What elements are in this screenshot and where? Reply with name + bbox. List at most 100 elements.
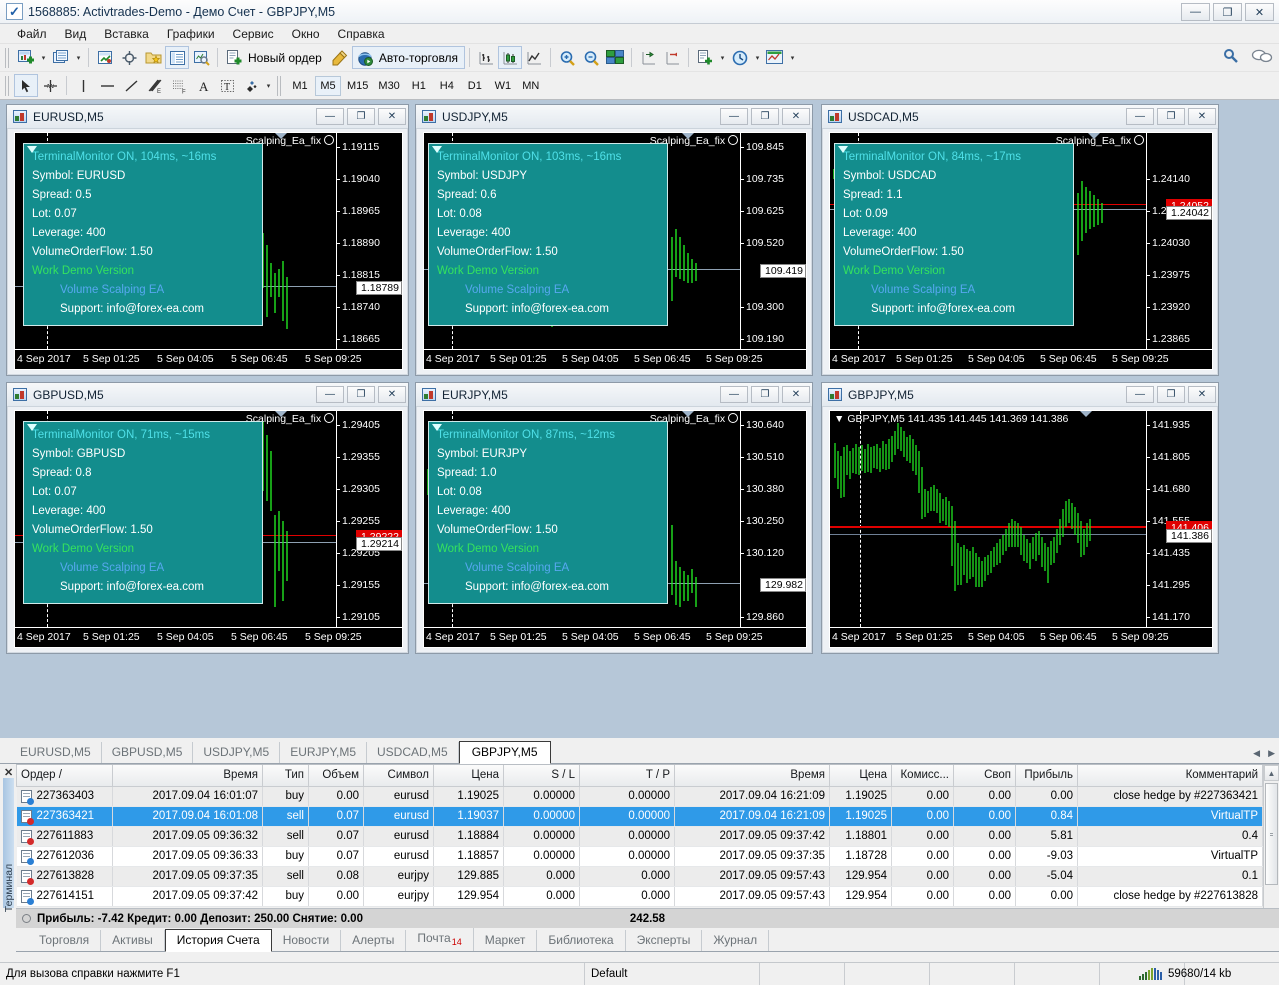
chart-restore-button[interactable]: ❐: [751, 108, 779, 125]
toolbar-grip[interactable]: [5, 75, 11, 96]
col-type[interactable]: Тип: [262, 765, 309, 787]
text-icon[interactable]: A: [191, 74, 215, 97]
auto-scroll-icon[interactable]: [660, 46, 684, 69]
chart-plot-area[interactable]: _Scalping_Ea_fix TerminalMonitor ON, 71m…: [15, 411, 336, 627]
timeframe-mn[interactable]: MN: [522, 79, 540, 92]
chart-window-gbpjpy[interactable]: GBPJPY,M5 — ❐ ✕ ▼ GBPJPY,M5 141.435 141.…: [821, 382, 1219, 654]
scroll-thumb[interactable]: [1265, 783, 1278, 885]
table-row[interactable]: 227363403 2017.09.04 16:01:07 buy 0.00 eurus…: [16, 786, 1263, 807]
chart-minimize-button[interactable]: —: [316, 386, 344, 403]
chart-close-button[interactable]: ✕: [782, 108, 810, 125]
search-icon[interactable]: [1222, 48, 1239, 67]
col-volume[interactable]: Объем: [308, 765, 364, 787]
tab-trade[interactable]: Торговля: [28, 930, 102, 951]
menu-view[interactable]: Вид: [64, 26, 87, 41]
chart-plot-area[interactable]: _Scalping_Ea_fix TerminalMonitor ON, 87m…: [424, 411, 740, 627]
profiles-icon[interactable]: [49, 46, 73, 69]
tab-account-history[interactable]: История Счета: [164, 929, 272, 952]
menu-file[interactable]: Файл: [17, 26, 47, 41]
tab-experts[interactable]: Эксперты: [626, 930, 703, 951]
templates-icon[interactable]: [763, 46, 787, 69]
col-price-open[interactable]: Цена: [433, 765, 504, 787]
tab-alerts[interactable]: Алерты: [341, 930, 407, 951]
table-row[interactable]: 227611883 2017.09.05 09:36:32 sell 0.07 euru…: [16, 826, 1263, 847]
chart-close-button[interactable]: ✕: [1188, 386, 1216, 403]
chart-canvas[interactable]: _Scalping_Ea_fix TerminalMonitor ON, 87m…: [423, 410, 807, 648]
chart-close-button[interactable]: ✕: [1188, 108, 1216, 125]
chart-restore-button[interactable]: ❐: [347, 386, 375, 403]
chart-tab-eurusd[interactable]: EURUSD,M5: [10, 742, 102, 763]
metaeditor-icon[interactable]: [328, 46, 352, 69]
arrows-icon[interactable]: [239, 74, 263, 97]
tab-journal[interactable]: Журнал: [702, 930, 770, 951]
chat-icon[interactable]: [1251, 48, 1273, 67]
chart-close-button[interactable]: ✕: [378, 108, 406, 125]
chart-canvas[interactable]: ▼ GBPJPY,M5 141.435 141.445 141.369 141.…: [829, 410, 1213, 648]
col-commission[interactable]: Комисс...: [891, 765, 954, 787]
indicators-icon[interactable]: [693, 46, 717, 69]
chart-window-usdcad[interactable]: USDCAD,M5 — ❐ ✕ _S: [821, 104, 1219, 376]
col-time-close[interactable]: Время: [674, 765, 830, 787]
timeframe-m1[interactable]: M1: [292, 79, 308, 92]
timeframe-m5[interactable]: M5: [315, 75, 341, 96]
tab-exposure[interactable]: Активы: [101, 930, 165, 951]
fibonacci-icon[interactable]: F: [167, 74, 191, 97]
indicators-dropdown-icon[interactable]: ▾: [720, 54, 725, 62]
col-sl[interactable]: S / L: [503, 765, 580, 787]
price-axis[interactable]: 130.640 130.510 130.380 130.250 130.120 …: [740, 411, 806, 627]
tab-mailbox[interactable]: Почта14: [406, 928, 474, 951]
chart-minimize-button[interactable]: —: [1126, 386, 1154, 403]
chart-restore-button[interactable]: ❐: [1157, 386, 1185, 403]
terminal-close-icon[interactable]: ✕: [4, 767, 14, 779]
table-row[interactable]: 227612036 2017.09.05 09:36:33 buy 0.07 eurus…: [16, 846, 1263, 867]
col-symbol[interactable]: Символ: [363, 765, 434, 787]
chart-plot-area[interactable]: ▼ GBPJPY,M5 141.435 141.445 141.369 141.…: [830, 411, 1146, 627]
col-swap[interactable]: Своп: [953, 765, 1016, 787]
chart-plot-area[interactable]: _Scalping_Ea_fix TerminalMonitor ON, 84m…: [830, 133, 1146, 349]
toolbar-grip[interactable]: [277, 75, 283, 96]
table-row[interactable]: 227363421 2017.09.04 16:01:08 sell 0.07 euru…: [16, 806, 1263, 827]
timeframe-m15[interactable]: M15: [347, 79, 369, 92]
chart-restore-button[interactable]: ❐: [751, 386, 779, 403]
tab-market[interactable]: Маркет: [474, 930, 538, 951]
chart-minimize-button[interactable]: —: [316, 108, 344, 125]
period-clock-icon[interactable]: [728, 46, 752, 69]
new-order-button[interactable]: Новый ордер: [222, 46, 328, 69]
horizontal-line-icon[interactable]: [95, 74, 119, 97]
text-label-icon[interactable]: T: [215, 74, 239, 97]
vertical-line-icon[interactable]: [71, 74, 95, 97]
terminal-panel-icon[interactable]: [165, 46, 189, 69]
chart-tab-gbpusd[interactable]: GBPUSD,M5: [102, 742, 194, 763]
timeframe-w1[interactable]: W1: [494, 79, 512, 92]
close-button[interactable]: ✕: [1245, 3, 1274, 21]
col-profit[interactable]: Прибыль: [1015, 765, 1078, 787]
chart-minimize-button[interactable]: —: [1126, 108, 1154, 125]
cursor-icon[interactable]: [14, 74, 38, 97]
chart-tab-gbpjpy[interactable]: GBPJPY,M5: [458, 741, 551, 764]
toolbar-grip[interactable]: [5, 47, 11, 68]
chart-window-gbpusd[interactable]: GBPUSD,M5 — ❐ ✕ _Scalping_Ea_fi: [6, 382, 409, 654]
tab-news[interactable]: Новости: [272, 930, 342, 951]
profiles-dropdown-icon[interactable]: ▾: [76, 54, 81, 62]
zoom-out-icon[interactable]: [579, 46, 603, 69]
scroll-up-icon[interactable]: ▲: [1264, 765, 1279, 781]
arrows-dropdown-icon[interactable]: ▾: [266, 82, 271, 90]
new-chart-dropdown-icon[interactable]: ▾: [41, 54, 46, 62]
col-time-open[interactable]: Время: [112, 765, 263, 787]
timeframe-d1[interactable]: D1: [467, 79, 482, 92]
templates-dropdown-icon[interactable]: ▾: [790, 54, 795, 62]
menu-insert[interactable]: Вставка: [104, 26, 149, 41]
col-tp[interactable]: T / P: [579, 765, 675, 787]
restore-button[interactable]: ❐: [1213, 3, 1242, 21]
tab-scroll-left-icon[interactable]: ◀: [1253, 748, 1261, 758]
chart-canvas[interactable]: _Scalping_Ea_fix TerminalMonitor ON, 71m…: [14, 410, 403, 648]
price-axis[interactable]: 1.29405 1.29355 1.29305 1.29255 1.29205 …: [336, 411, 402, 627]
price-axis[interactable]: 141.935 141.805 141.680 141.555 141.435 …: [1146, 411, 1212, 627]
crosshair-tool-icon[interactable]: [38, 74, 62, 97]
chart-tab-usdcad[interactable]: USDCAD,M5: [367, 742, 459, 763]
table-row[interactable]: 227613828 2017.09.05 09:37:35 sell 0.08 eurj…: [16, 866, 1263, 887]
new-chart-icon[interactable]: [14, 46, 38, 69]
crosshair-icon[interactable]: [117, 46, 141, 69]
chart-canvas[interactable]: _Scalping_Ea_fix TerminalMonitor ON, 103…: [423, 132, 807, 370]
timeframe-m30[interactable]: M30: [378, 79, 400, 92]
